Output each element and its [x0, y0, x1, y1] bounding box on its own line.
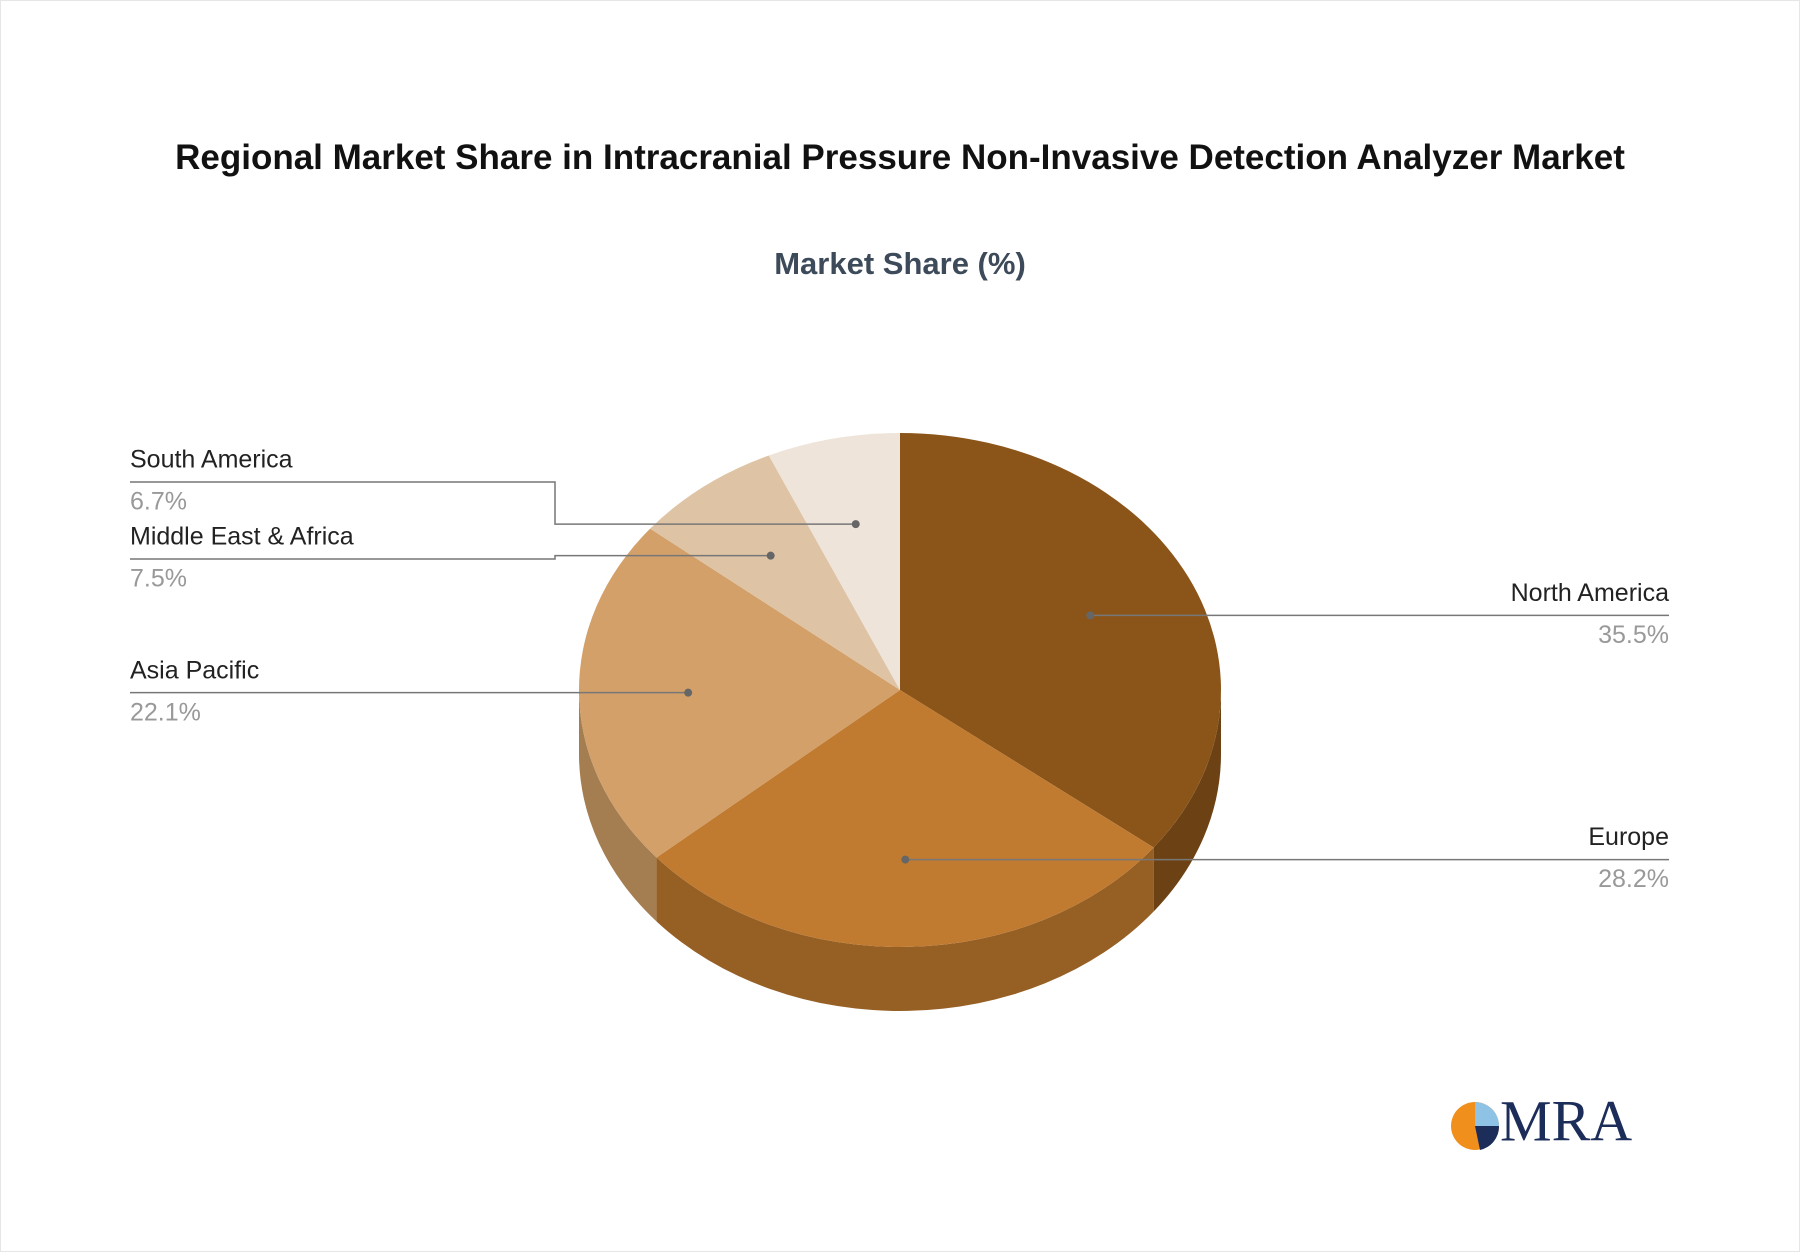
slice-label: Asia Pacific: [130, 656, 259, 684]
slice-label: Middle East & Africa: [130, 523, 354, 551]
value-label: 6.7%: [130, 488, 187, 516]
pie-side: [579, 690, 657, 922]
value-label: 7.5%: [130, 565, 187, 593]
value-label: 22.1%: [130, 698, 201, 726]
value-label: 35.5%: [1598, 621, 1669, 649]
leader-line: [130, 554, 771, 560]
leader-dot: [684, 688, 693, 697]
value-label: 28.2%: [1598, 865, 1669, 893]
pie-side: [656, 847, 1154, 1011]
chart-title: Regional Market Share in Intracranial Pr…: [175, 138, 1625, 177]
leader-line: [130, 481, 856, 525]
slice-label: South America: [130, 446, 293, 474]
chart-subtitle: Market Share (%): [774, 246, 1026, 281]
logo-text: MRA: [1500, 1088, 1632, 1153]
pie-slice: [650, 455, 900, 690]
leader-dot: [1086, 611, 1095, 620]
pie-side: [1153, 690, 1221, 912]
slice-label: Europe: [1588, 823, 1669, 851]
pie-slice: [656, 690, 1154, 947]
slice-label: North America: [1511, 579, 1669, 607]
pie-slice: [900, 433, 1221, 848]
logo-icon: [1451, 1102, 1500, 1150]
leader-dot: [901, 855, 910, 864]
pie-slice: [768, 433, 900, 690]
leader-dot: [766, 551, 775, 560]
pie-slice: [579, 528, 900, 858]
leader-dot: [851, 520, 860, 529]
